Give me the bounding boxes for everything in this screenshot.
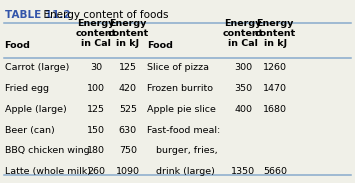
Text: TABLE 11.2: TABLE 11.2 [5, 10, 70, 20]
Text: 1470: 1470 [263, 84, 287, 93]
Text: Food: Food [147, 41, 173, 50]
Text: 1090: 1090 [116, 167, 140, 176]
Text: 300: 300 [234, 64, 252, 72]
Text: 350: 350 [234, 84, 252, 93]
Text: Apple (large): Apple (large) [5, 105, 66, 114]
Text: BBQ chicken wing: BBQ chicken wing [5, 146, 89, 155]
Text: Fast-food meal:: Fast-food meal: [147, 126, 220, 135]
Text: 150: 150 [87, 126, 105, 135]
Text: 1350: 1350 [231, 167, 255, 176]
Text: 630: 630 [119, 126, 137, 135]
Text: Carrot (large): Carrot (large) [5, 64, 69, 72]
Text: 260: 260 [87, 167, 105, 176]
Text: 30: 30 [90, 64, 102, 72]
Text: 400: 400 [234, 105, 252, 114]
Text: Fried egg: Fried egg [5, 84, 49, 93]
Text: burger, fries,: burger, fries, [156, 146, 218, 155]
Text: 1680: 1680 [263, 105, 287, 114]
Text: Energy content of foods: Energy content of foods [37, 10, 169, 20]
Text: 1260: 1260 [263, 64, 287, 72]
Text: Slice of pizza: Slice of pizza [147, 64, 209, 72]
Text: Energy
content
in Cal: Energy content in Cal [223, 19, 264, 48]
Text: Energy
content
in kJ: Energy content in kJ [107, 19, 148, 48]
Text: 125: 125 [119, 64, 137, 72]
Text: Latte (whole milk): Latte (whole milk) [5, 167, 91, 176]
Text: 5660: 5660 [263, 167, 287, 176]
Text: 525: 525 [119, 105, 137, 114]
Text: Energy
content
in Cal: Energy content in Cal [75, 19, 116, 48]
Text: Energy
content
in kJ: Energy content in kJ [255, 19, 296, 48]
Text: 420: 420 [119, 84, 137, 93]
Text: drink (large): drink (large) [156, 167, 215, 176]
Text: 100: 100 [87, 84, 105, 93]
Text: 125: 125 [87, 105, 105, 114]
Text: Beer (can): Beer (can) [5, 126, 54, 135]
Text: Frozen burrito: Frozen burrito [147, 84, 213, 93]
Text: Food: Food [5, 41, 31, 50]
Text: 750: 750 [119, 146, 137, 155]
Text: Apple pie slice: Apple pie slice [147, 105, 216, 114]
Text: 180: 180 [87, 146, 105, 155]
